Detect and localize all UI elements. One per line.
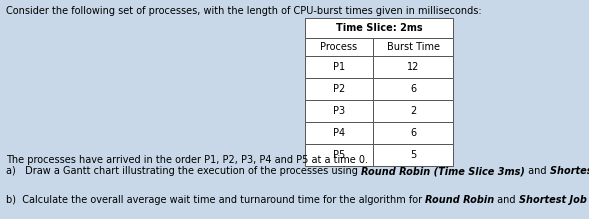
Text: Consider the following set of processes, with the length of CPU-burst times give: Consider the following set of processes,…	[6, 6, 482, 16]
Bar	[373, 100, 453, 122]
Text: P3: P3	[333, 106, 345, 116]
Text: 6: 6	[410, 84, 416, 94]
Bar	[305, 144, 373, 166]
Text: P4: P4	[333, 128, 345, 138]
Bar	[373, 144, 453, 166]
Text: P5: P5	[333, 150, 345, 160]
Text: 6: 6	[410, 128, 416, 138]
Text: b)  Calculate the overall average wait time and turnaround time for the algorith: b) Calculate the overall average wait ti…	[6, 195, 425, 205]
Text: The processes have arrived in the order P1, P2, P3, P4 and P5 at a time 0.: The processes have arrived in the order …	[6, 155, 368, 165]
Bar	[305, 122, 373, 144]
Bar	[305, 100, 373, 122]
Text: 2: 2	[410, 106, 416, 116]
Text: Time Slice: 2ms: Time Slice: 2ms	[336, 23, 422, 33]
Text: a)   Draw a Gantt chart illustrating the execution of the processes using: a) Draw a Gantt chart illustrating the e…	[6, 166, 361, 176]
Text: P1: P1	[333, 62, 345, 72]
Text: Round Robin: Round Robin	[425, 195, 495, 205]
Text: 5: 5	[410, 150, 416, 160]
Text: and: and	[495, 195, 519, 205]
Text: and: and	[525, 166, 550, 176]
Bar	[305, 78, 373, 100]
Bar	[373, 56, 453, 78]
Text: P2: P2	[333, 84, 345, 94]
Bar	[373, 78, 453, 100]
Text: 12: 12	[407, 62, 419, 72]
Bar	[373, 38, 453, 56]
Text: Shortest Job First: Shortest Job First	[550, 166, 589, 176]
Text: Round Robin (Time Slice 3ms): Round Robin (Time Slice 3ms)	[361, 166, 525, 176]
Bar	[305, 38, 373, 56]
Text: Shortest Job First: Shortest Job First	[519, 195, 589, 205]
Bar	[305, 18, 453, 38]
Text: Burst Time: Burst Time	[386, 42, 439, 52]
Bar	[373, 122, 453, 144]
Text: Process: Process	[320, 42, 358, 52]
Bar	[305, 56, 373, 78]
